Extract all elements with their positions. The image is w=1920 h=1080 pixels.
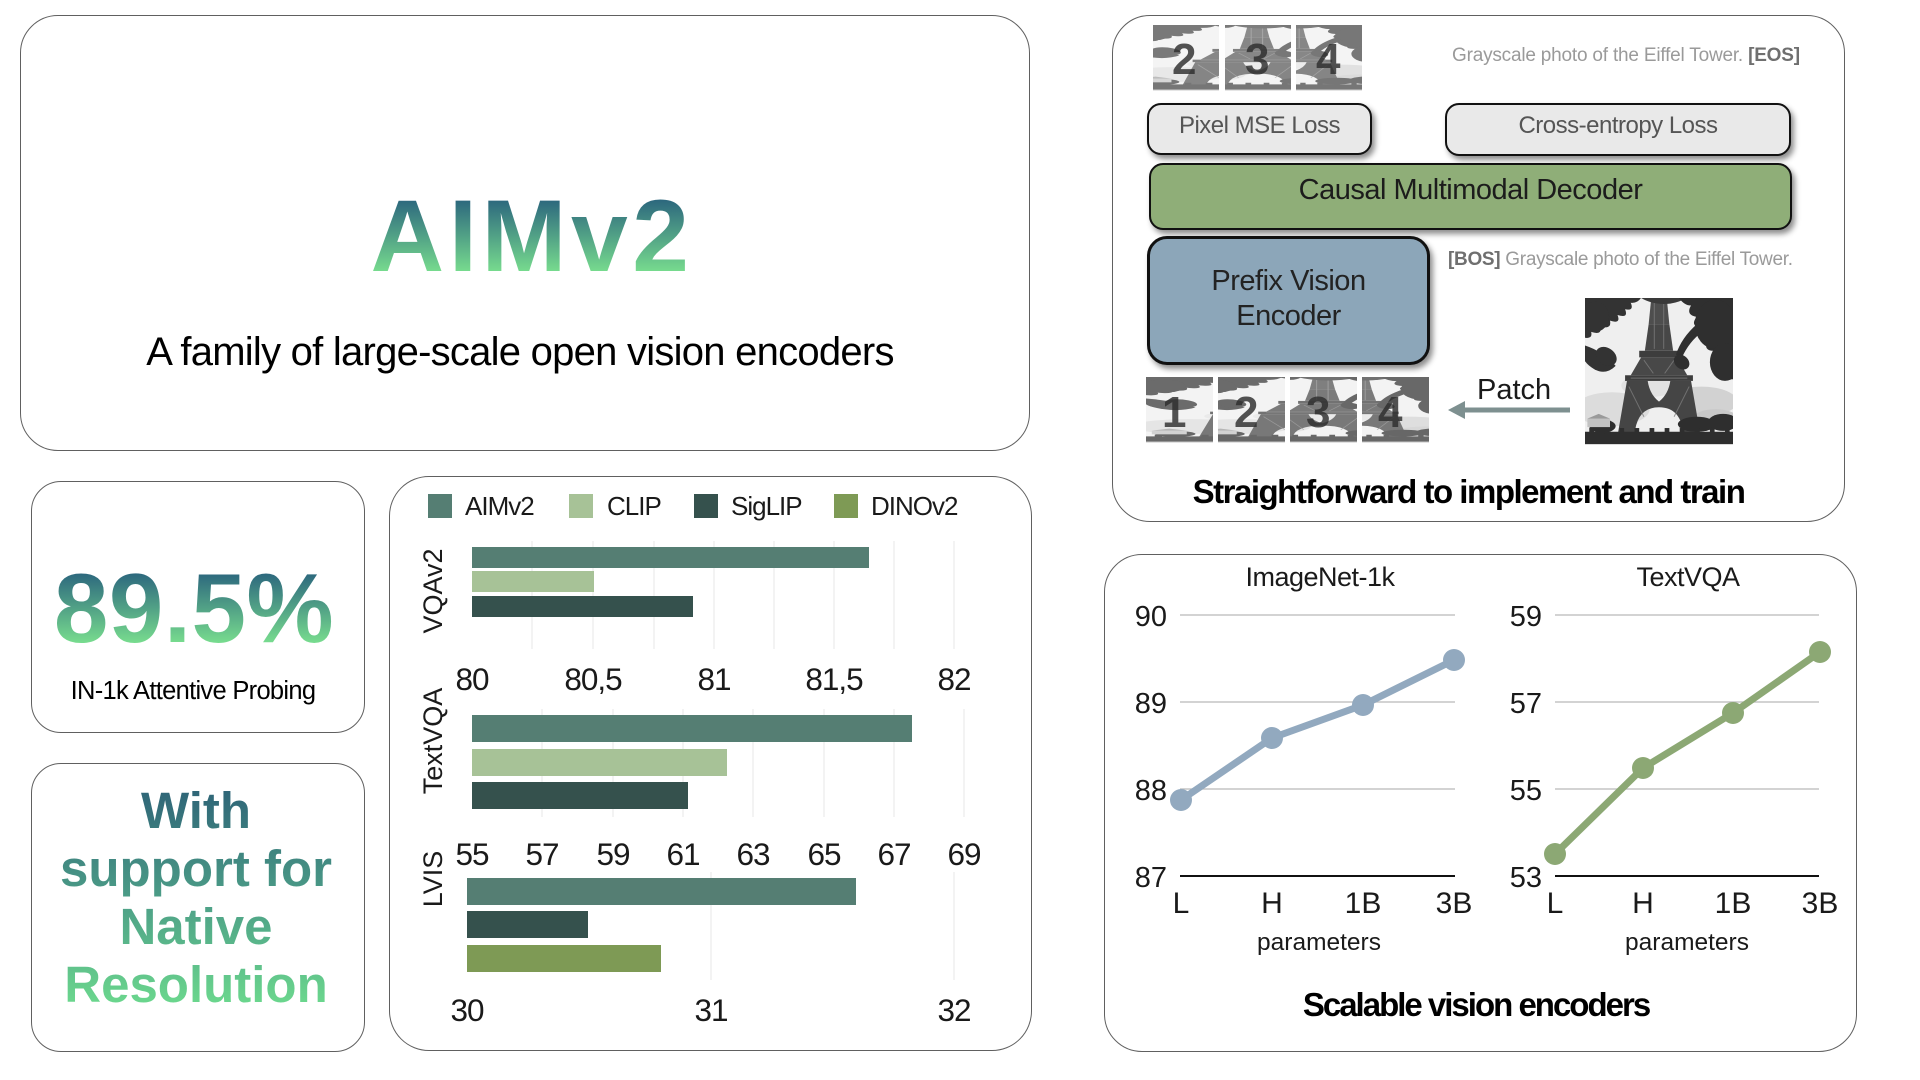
svg-text:30: 30 — [450, 992, 484, 1028]
svg-text:69: 69 — [947, 836, 981, 872]
svg-text:80,5: 80,5 — [564, 661, 622, 697]
svg-text:81,5: 81,5 — [805, 661, 863, 697]
svg-text:1B: 1B — [1715, 887, 1752, 920]
svg-text:LVIS: LVIS — [418, 851, 448, 908]
svg-text:90: 90 — [1135, 601, 1167, 633]
svg-text:82: 82 — [937, 661, 970, 697]
svg-text:59: 59 — [1510, 601, 1542, 633]
svg-text:parameters: parameters — [1625, 929, 1749, 956]
svg-text:CLIP: CLIP — [607, 491, 661, 521]
svg-text:H: H — [1632, 887, 1654, 920]
svg-text:3B: 3B — [1436, 887, 1473, 920]
svg-text:55: 55 — [1510, 775, 1542, 807]
svg-text:SigLIP: SigLIP — [731, 491, 802, 521]
svg-text:55: 55 — [455, 836, 489, 872]
svg-text:Scalable vision encoders: Scalable vision encoders — [1303, 986, 1650, 1023]
svg-text:H: H — [1261, 887, 1283, 920]
svg-text:81: 81 — [697, 661, 730, 697]
svg-text:63: 63 — [736, 836, 770, 872]
svg-text:TextVQA: TextVQA — [418, 688, 448, 795]
svg-text:32: 32 — [937, 992, 970, 1028]
svg-text:57: 57 — [1510, 688, 1542, 720]
svg-text:parameters: parameters — [1257, 929, 1381, 956]
svg-text:89: 89 — [1135, 688, 1167, 720]
svg-text:59: 59 — [596, 836, 630, 872]
svg-text:1B: 1B — [1345, 887, 1382, 920]
svg-text:ImageNet-1k: ImageNet-1k — [1245, 562, 1395, 592]
svg-text:87: 87 — [1135, 862, 1167, 894]
svg-text:88: 88 — [1135, 775, 1167, 807]
svg-text:53: 53 — [1510, 862, 1542, 894]
svg-text:80: 80 — [455, 661, 489, 697]
svg-text:L: L — [1547, 887, 1564, 920]
svg-text:DINOv2: DINOv2 — [871, 491, 958, 521]
svg-text:L: L — [1173, 887, 1190, 920]
svg-text:VQAv2: VQAv2 — [418, 548, 448, 633]
svg-text:61: 61 — [666, 836, 699, 872]
svg-text:3B: 3B — [1802, 887, 1839, 920]
svg-text:65: 65 — [807, 836, 841, 872]
svg-text:TextVQA: TextVQA — [1636, 562, 1740, 592]
svg-text:31: 31 — [694, 992, 727, 1028]
svg-text:57: 57 — [525, 836, 558, 872]
svg-text:AIMv2: AIMv2 — [465, 491, 534, 521]
svg-text:67: 67 — [877, 836, 910, 872]
